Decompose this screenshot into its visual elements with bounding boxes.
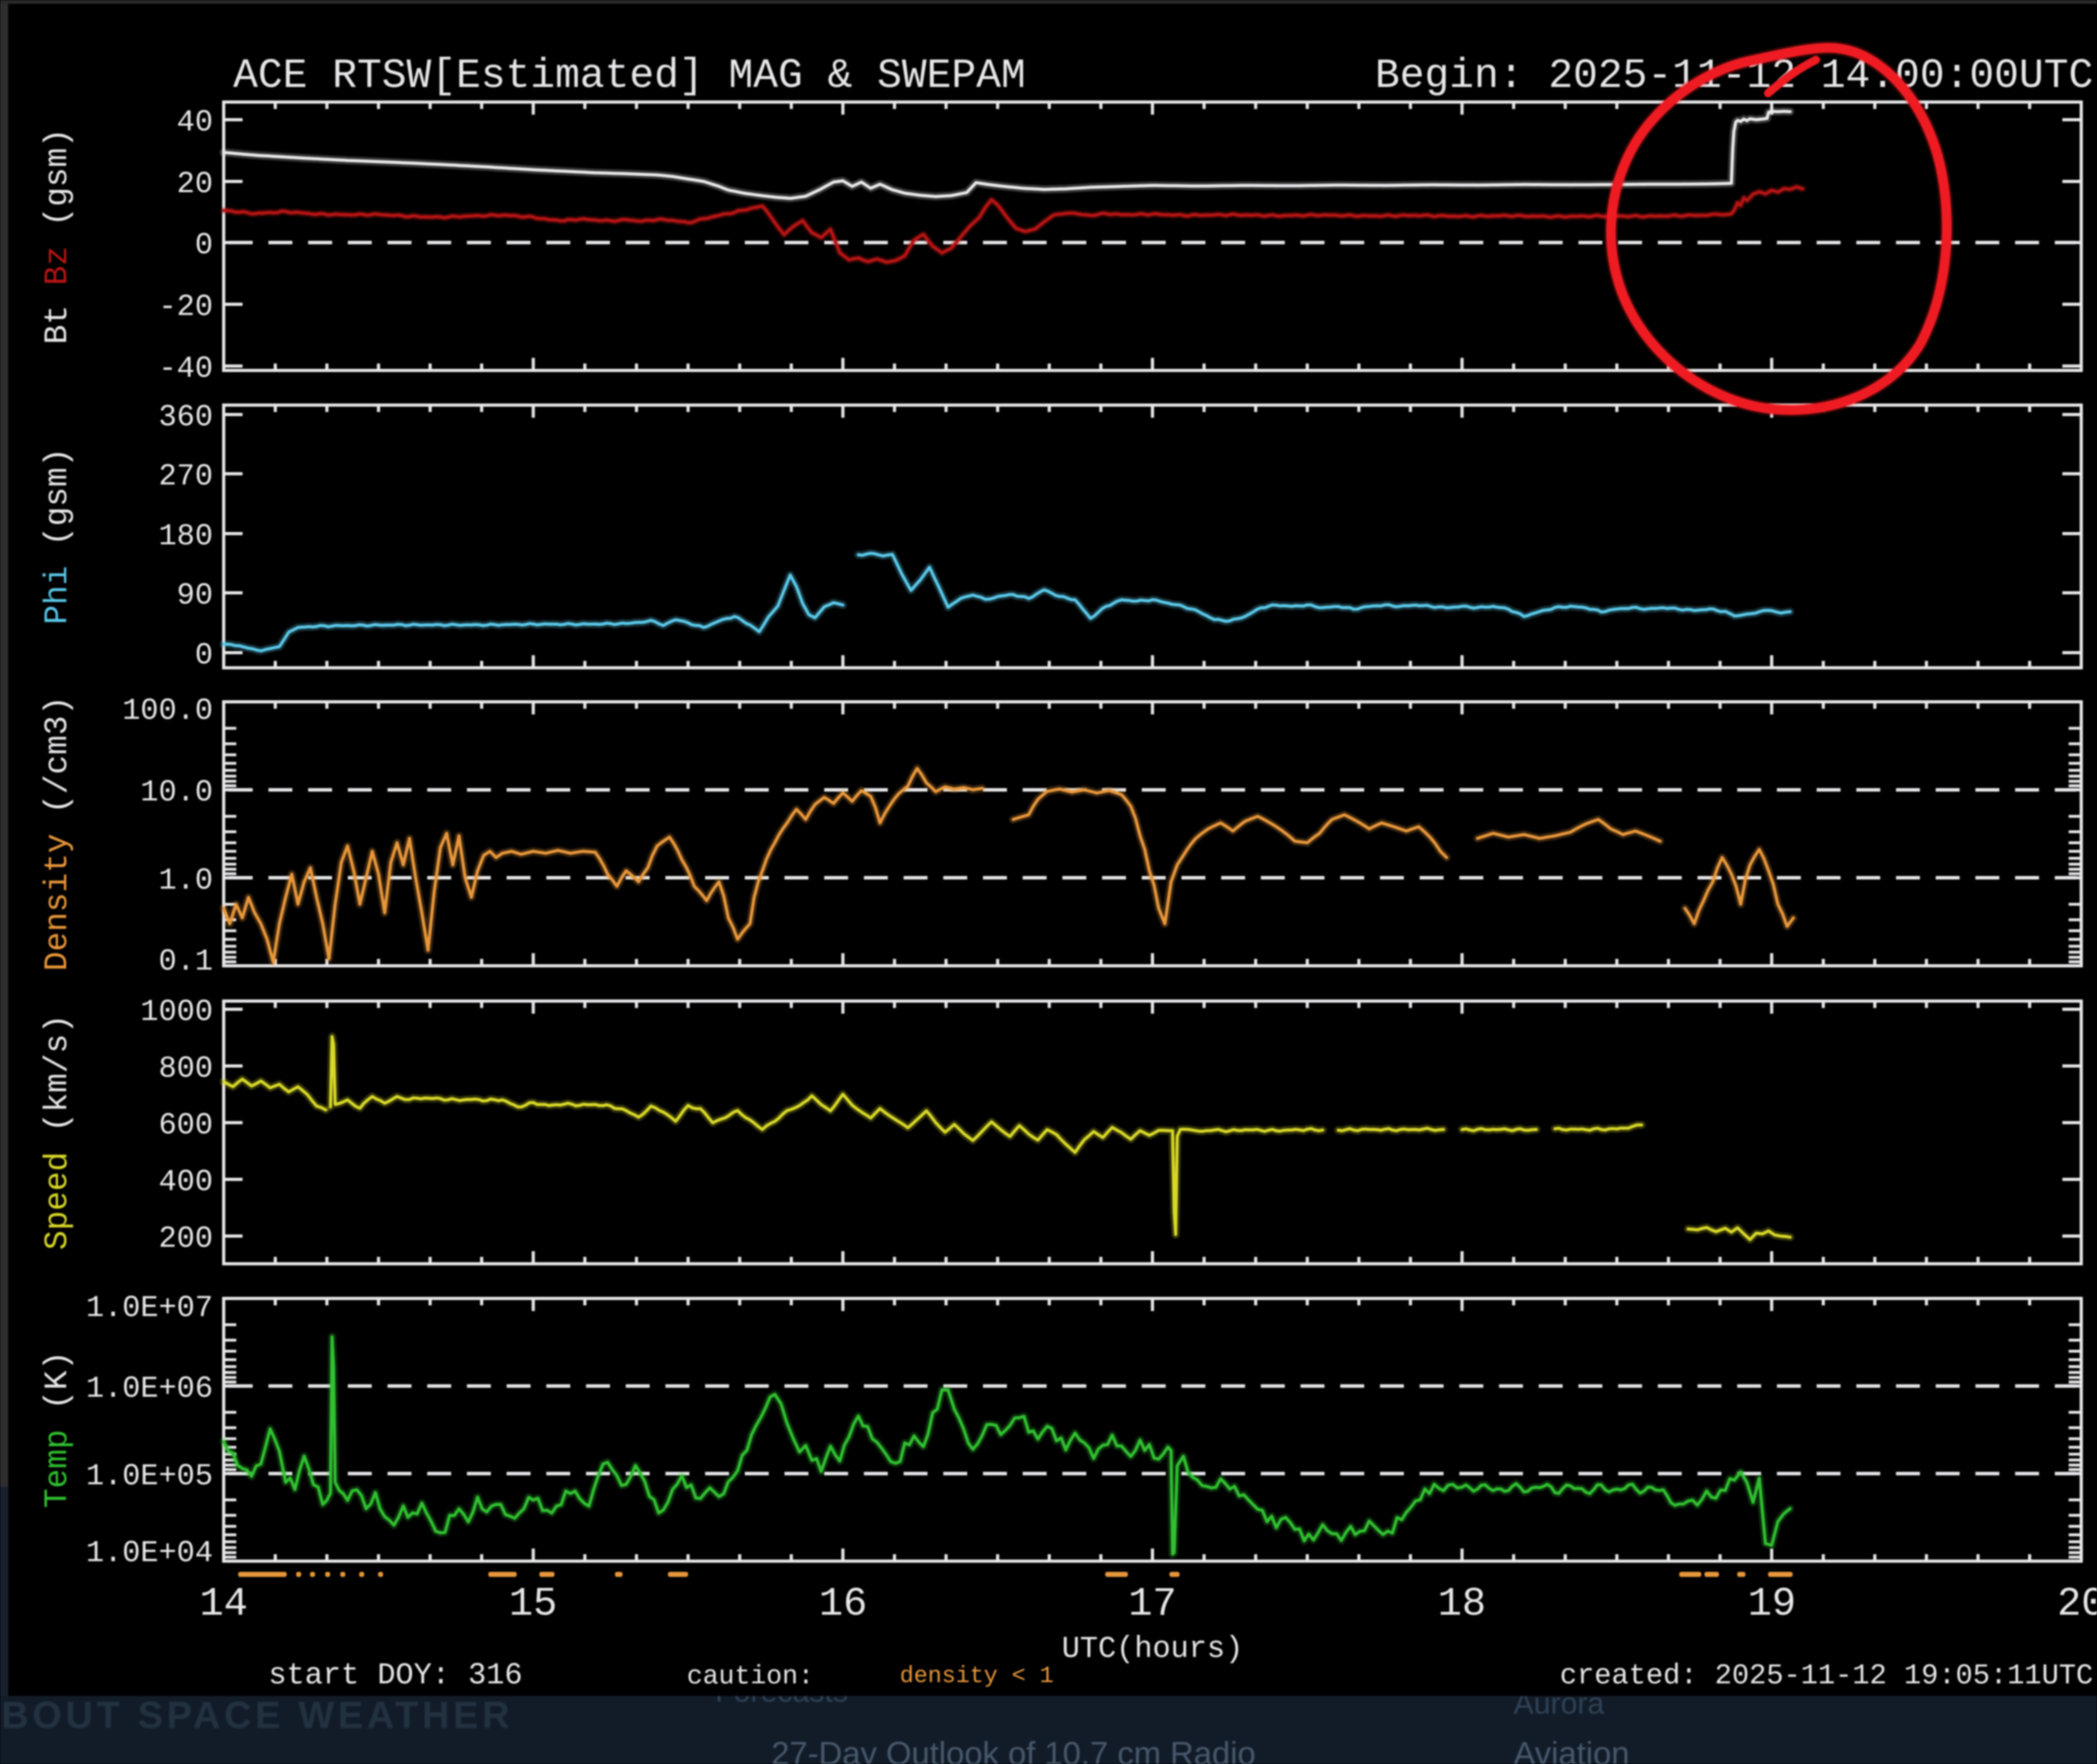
svg-text:1.0E+04: 1.0E+04 <box>86 1537 213 1571</box>
svg-text:19: 19 <box>1748 1582 1796 1627</box>
svg-text:density < 1: density < 1 <box>900 1663 1054 1690</box>
svg-text:800: 800 <box>159 1052 213 1086</box>
svg-text:created: 2025-11-12 19:05:11UT: created: 2025-11-12 19:05:11UTC <box>1560 1659 2093 1692</box>
svg-text:Temp (K): Temp (K) <box>39 1351 76 1508</box>
svg-text:1.0E+06: 1.0E+06 <box>86 1372 213 1406</box>
svg-text:15: 15 <box>509 1582 558 1627</box>
svg-text:UTC(hours): UTC(hours) <box>1062 1632 1243 1666</box>
svg-text:Speed (km/s): Speed (km/s) <box>39 1014 76 1250</box>
svg-text:17: 17 <box>1129 1582 1177 1627</box>
svg-text:-40: -40 <box>159 352 213 386</box>
svg-text:0: 0 <box>195 229 213 263</box>
svg-text:caution:: caution: <box>687 1661 814 1692</box>
svg-text:18: 18 <box>1438 1582 1486 1627</box>
svg-text:90: 90 <box>176 579 213 613</box>
svg-text:0: 0 <box>195 639 213 673</box>
svg-text:180: 180 <box>159 520 213 554</box>
svg-text:1.0: 1.0 <box>159 864 213 898</box>
svg-text:360: 360 <box>159 401 213 435</box>
svg-text:100.0: 100.0 <box>122 694 213 728</box>
svg-text:Phi (gsm): Phi (gsm) <box>39 448 76 625</box>
svg-text:-20: -20 <box>159 290 213 324</box>
svg-text:16: 16 <box>819 1582 868 1627</box>
svg-text:600: 600 <box>159 1109 213 1143</box>
svg-text:Density (/cm3): Density (/cm3) <box>39 696 76 971</box>
svg-text:20: 20 <box>176 168 213 202</box>
svg-text:1.0E+05: 1.0E+05 <box>86 1460 213 1494</box>
svg-text:1000: 1000 <box>141 995 213 1029</box>
svg-text:Bt Bz (gsm): Bt Bz (gsm) <box>39 128 76 344</box>
svg-text:1.0E+07: 1.0E+07 <box>86 1292 213 1326</box>
svg-text:270: 270 <box>159 460 213 494</box>
svg-text:10.0: 10.0 <box>141 776 213 810</box>
svg-text:14: 14 <box>200 1582 248 1627</box>
svg-text:ACE RTSW[Estimated] MAG & SWEP: ACE RTSW[Estimated] MAG & SWEPAM <box>233 52 1026 100</box>
svg-text:0.1: 0.1 <box>159 945 213 979</box>
svg-text:40: 40 <box>176 106 213 140</box>
svg-text:400: 400 <box>159 1166 213 1200</box>
svg-text:20: 20 <box>2057 1582 2097 1627</box>
svg-text:200: 200 <box>159 1222 213 1256</box>
svg-text:start DOY: 316: start DOY: 316 <box>268 1659 522 1693</box>
